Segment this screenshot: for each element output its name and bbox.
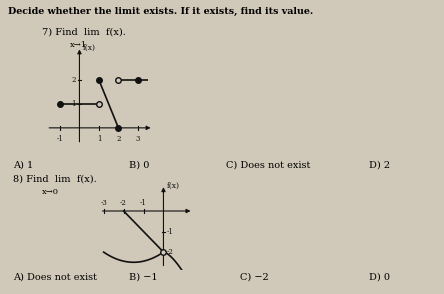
- Text: x→1: x→1: [70, 41, 87, 49]
- Text: 7) Find  lim  f(x).: 7) Find lim f(x).: [42, 28, 126, 37]
- Text: 3: 3: [136, 135, 140, 143]
- Text: B) 0: B) 0: [129, 160, 149, 169]
- Text: x→0: x→0: [42, 188, 59, 196]
- Text: -3: -3: [100, 199, 107, 207]
- Text: -2: -2: [167, 248, 174, 256]
- Text: f(x): f(x): [83, 44, 95, 52]
- Text: Decide whether the limit exists. If it exists, find its value.: Decide whether the limit exists. If it e…: [8, 7, 313, 16]
- Text: -1: -1: [56, 135, 63, 143]
- Text: D) 2: D) 2: [369, 160, 390, 169]
- Text: f(x): f(x): [166, 181, 179, 189]
- Text: 2: 2: [71, 76, 75, 84]
- Text: -1: -1: [140, 199, 147, 207]
- Text: C) −2: C) −2: [240, 273, 269, 282]
- Text: D) 0: D) 0: [369, 273, 389, 282]
- Text: 1: 1: [71, 100, 75, 108]
- Text: A) Does not exist: A) Does not exist: [13, 273, 97, 282]
- Text: C) Does not exist: C) Does not exist: [226, 160, 311, 169]
- Text: 2: 2: [116, 135, 121, 143]
- Text: A) 1: A) 1: [13, 160, 34, 169]
- Text: 1: 1: [97, 135, 101, 143]
- Text: -2: -2: [120, 199, 127, 207]
- Text: 8) Find  lim  f(x).: 8) Find lim f(x).: [13, 175, 97, 184]
- Text: -1: -1: [167, 228, 174, 235]
- Text: B) −1: B) −1: [129, 273, 157, 282]
